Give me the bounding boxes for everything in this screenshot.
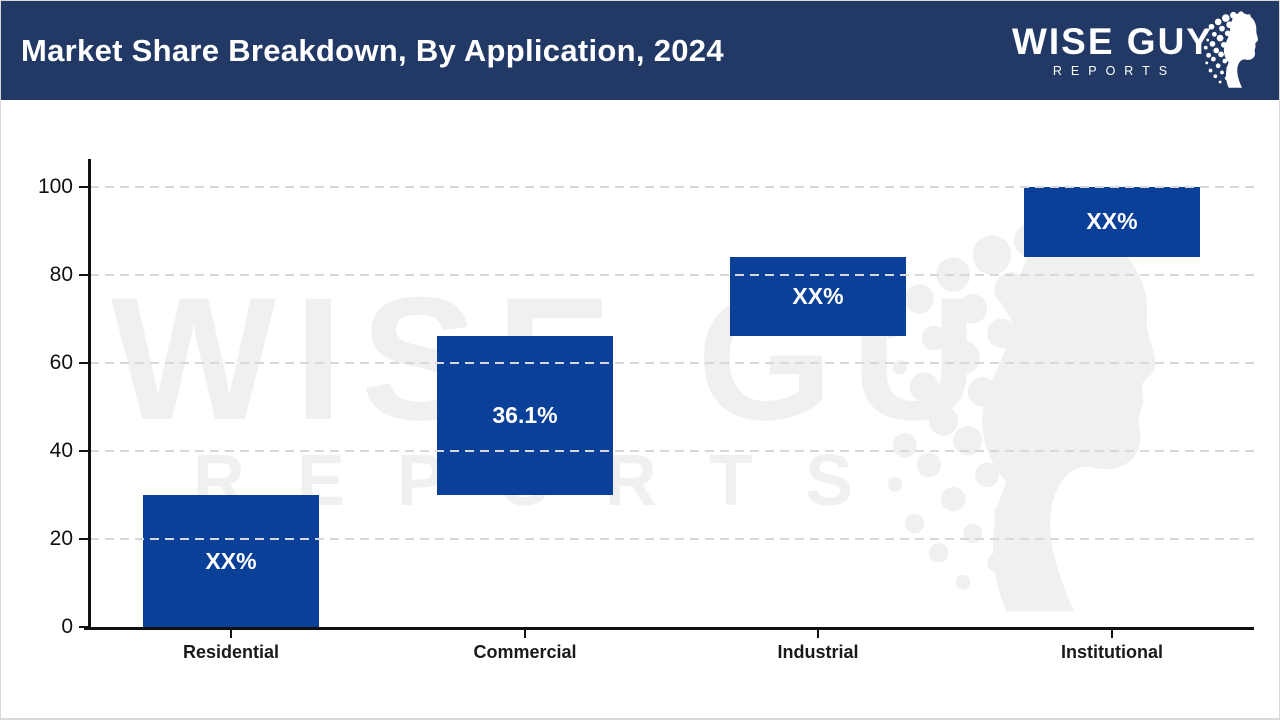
brand-wordmark: WISE GUY REPORTS [1012, 23, 1213, 78]
y-axis-tick-label-100: 100 [37, 175, 73, 198]
x-axis-line [84, 627, 1254, 630]
x-axis-tick-residential [230, 630, 232, 638]
y-axis-tick-80 [79, 274, 88, 276]
y-axis-tick-60 [79, 362, 88, 364]
y-axis-tick-100 [79, 186, 88, 188]
brand-name: WISE GUY [1011, 21, 1213, 62]
gridline-40 [90, 450, 1254, 452]
gridline-60 [90, 362, 1254, 364]
y-axis-line [88, 159, 91, 630]
y-axis-tick-label-60: 60 [49, 351, 73, 374]
y-axis-tick-label-40: 40 [49, 439, 73, 462]
bar-value-label-industrial: XX% [792, 283, 844, 310]
watermark-face-icon [880, 220, 1156, 612]
bar-industrial [730, 256, 906, 337]
x-axis-category-label-institutional: Institutional [1061, 642, 1163, 662]
y-axis-tick-label-0: 0 [61, 615, 73, 638]
x-axis-tick-commercial [524, 630, 526, 638]
bar-institutional [1024, 187, 1200, 257]
brand-face-icon [1203, 10, 1258, 88]
y-axis-tick-label-80: 80 [49, 263, 73, 286]
gridline-20 [90, 538, 1254, 540]
x-axis-tick-institutional [1111, 630, 1113, 638]
brand-logo: WISE GUY REPORTS [1012, 10, 1263, 92]
title-bar: Market Share Breakdown, By Application, … [1, 1, 1279, 100]
x-axis-tick-industrial [817, 630, 819, 638]
x-axis-category-label-commercial: Commercial [473, 642, 577, 662]
y-axis-tick-20 [79, 538, 88, 540]
gridline-80 [90, 274, 1254, 276]
brand-subname: REPORTS [1052, 64, 1177, 78]
chart-title: Market Share Breakdown, By Application, … [21, 32, 724, 68]
y-axis-tick-40 [79, 450, 88, 452]
y-axis-tick-label-20: 20 [49, 527, 73, 550]
gridline-100 [90, 186, 1254, 188]
x-axis-category-label-industrial: Industrial [777, 642, 859, 662]
y-axis-tick-0 [79, 626, 88, 628]
x-axis-category-label-residential: Residential [182, 642, 280, 662]
bar-value-label-commercial: 36.1% [492, 402, 558, 429]
bar-value-label-residential: XX% [205, 547, 257, 574]
bar-residential [143, 495, 319, 627]
bar-value-label-institutional: XX% [1086, 208, 1138, 235]
